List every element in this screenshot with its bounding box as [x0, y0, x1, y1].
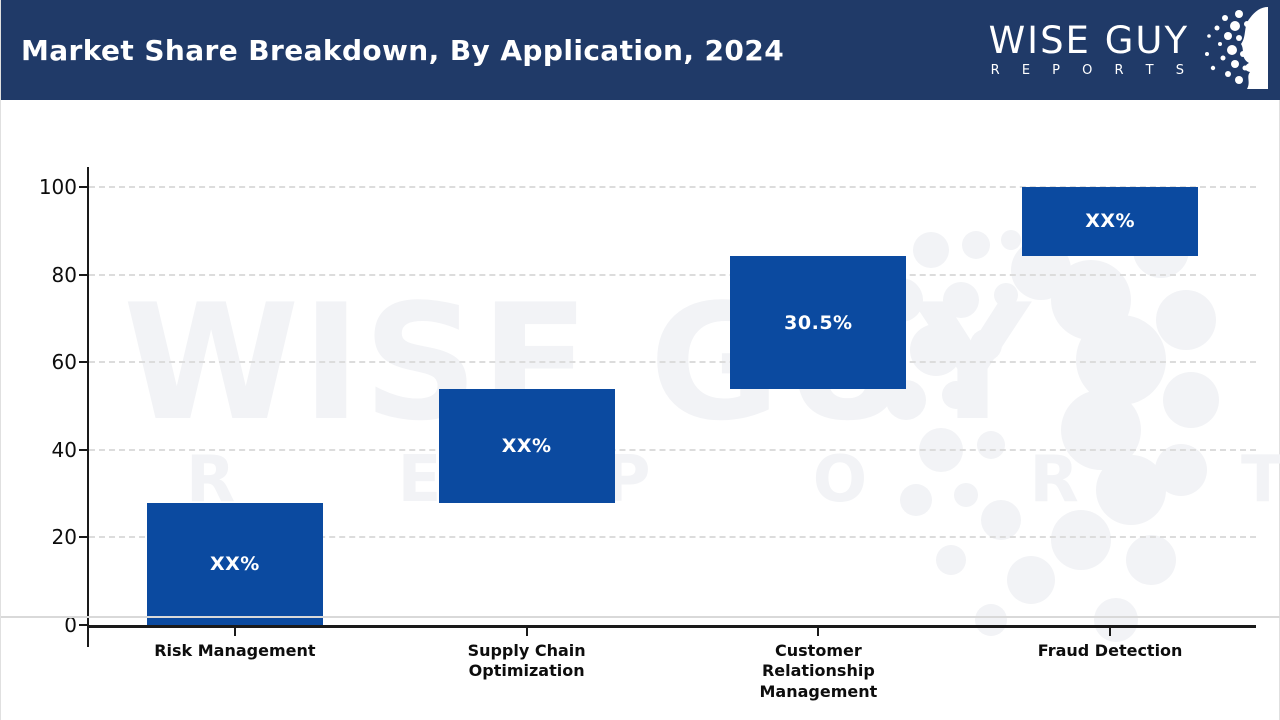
wiseguy-logo-wordmark: WISE GUY [988, 19, 1190, 63]
bottom-divider [1, 616, 1280, 618]
y-tick-label: 20 [51, 525, 77, 550]
bar-customer-relationship-management: 30.5% [730, 255, 907, 390]
bar-risk-management: XX% [146, 503, 323, 625]
y-tick-label: 100 [38, 175, 77, 199]
wiseguy-logo: WISE GUY R E P O R T S [985, 6, 1269, 94]
bar-value-label: 30.5% [784, 311, 853, 334]
y-tick-label: 40 [51, 437, 77, 462]
y-gridline [89, 273, 1256, 276]
x-tick-label-line: Customer [775, 641, 862, 660]
bar-supply-chain-optimization: XX% [438, 389, 615, 504]
bar-value-label: XX% [209, 553, 260, 576]
x-tick-label: Customer Relationship Management [678, 641, 958, 702]
y-axis-line [87, 167, 89, 647]
x-tick-label: Risk Management [95, 641, 375, 661]
y-tick-label: 60 [51, 350, 77, 375]
wiseguy-logo-subtitle: R E P O R T S [990, 62, 1193, 78]
y-tickmark [79, 448, 87, 451]
y-tick-label: 80 [51, 262, 77, 287]
y-tickmark [79, 361, 87, 364]
y-tick-label: 0 [64, 613, 77, 637]
x-tick-label-line: Supply Chain [467, 641, 586, 660]
x-tick-label-line: Optimization [468, 661, 585, 681]
x-tickmark [233, 627, 236, 636]
wiseguy-logo-text: WISE GUY R E P O R T S [985, 19, 1193, 78]
x-tick-label-line: Risk Management [154, 641, 316, 660]
y-gridline [89, 186, 1256, 188]
x-tickmark [817, 627, 820, 636]
x-tick-label: Fraud Detection [970, 641, 1250, 661]
x-tick-label-line: Relationship [761, 661, 875, 681]
x-tick-label-line: Management [759, 681, 878, 701]
y-tickmark [79, 273, 87, 276]
x-tick-label: Supply Chain Optimization [387, 641, 667, 682]
bar-value-label: XX% [501, 435, 552, 458]
y-tickmark [79, 624, 87, 626]
header-banner: Market Share Breakdown, By Application, … [1, 0, 1280, 100]
page-title: Market Share Breakdown, By Application, … [21, 33, 785, 67]
y-tickmark [79, 186, 87, 188]
y-gridline [89, 448, 1256, 451]
y-tickmark [79, 536, 87, 539]
wiseguy-face-logo-icon [1195, 6, 1269, 94]
y-gridline [89, 361, 1256, 364]
x-tickmark [525, 627, 528, 636]
x-tick-label-line: Fraud Detection [1037, 641, 1183, 660]
x-tickmark [1109, 627, 1112, 636]
x-axis-line [87, 625, 1256, 628]
bar-value-label: XX% [1085, 210, 1136, 233]
bar-fraud-detection: XX% [1022, 187, 1199, 256]
y-gridline [89, 536, 1256, 539]
